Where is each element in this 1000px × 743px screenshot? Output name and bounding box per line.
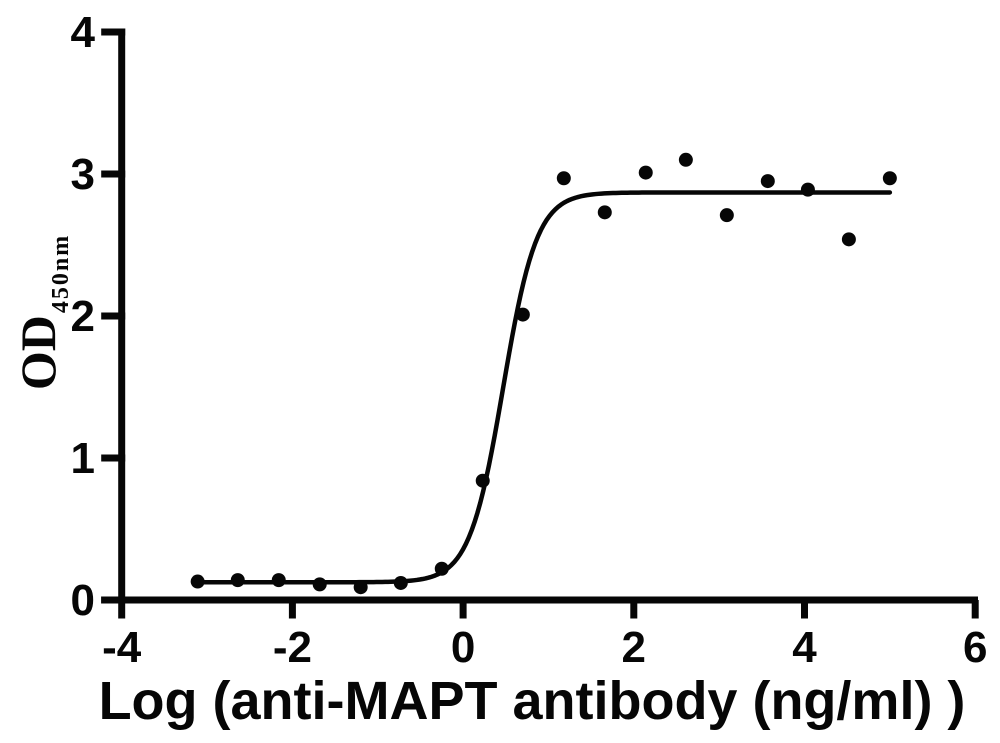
data-points (190, 152, 897, 595)
y-tick-label: 2 (71, 292, 95, 341)
x-axis-title: Log (anti-MAPT antibody (ng/ml) ) (99, 671, 966, 731)
fit-curve (195, 190, 893, 585)
data-point (515, 307, 530, 322)
data-point (271, 573, 286, 588)
y-tick-label: 4 (71, 8, 96, 57)
y-tick-label: 3 (71, 150, 95, 199)
data-point (353, 580, 368, 595)
data-point (841, 232, 856, 247)
x-tick-label: 0 (451, 623, 475, 672)
tick-labels: -4 -2 0 2 4 6 0 1 2 3 4 (71, 8, 988, 672)
data-point (434, 561, 449, 576)
y-axis-title-subscript: 450nm (48, 234, 74, 313)
x-tick-label: 4 (792, 623, 817, 672)
data-point (800, 182, 815, 197)
x-tick-label: -2 (273, 623, 312, 672)
data-point (719, 208, 734, 223)
y-axis-title: OD450nm (10, 234, 74, 390)
data-point (312, 577, 327, 592)
y-tick-label: 1 (71, 434, 95, 483)
y-tick-label: 0 (71, 576, 95, 625)
axes (101, 28, 979, 619)
data-point (882, 171, 897, 186)
y-axis-title-main: OD (10, 315, 66, 390)
x-tick-label: 2 (622, 623, 646, 672)
x-tick-label: -4 (102, 623, 142, 672)
data-point (475, 473, 490, 488)
data-point (230, 573, 245, 588)
data-point (556, 171, 571, 186)
fit-curve-line (195, 190, 893, 585)
data-point (638, 165, 653, 180)
data-point (597, 205, 612, 220)
data-point (393, 575, 408, 590)
data-point (760, 174, 775, 189)
data-point (678, 152, 693, 167)
data-point (190, 574, 205, 589)
x-tick-label: 6 (963, 623, 987, 672)
